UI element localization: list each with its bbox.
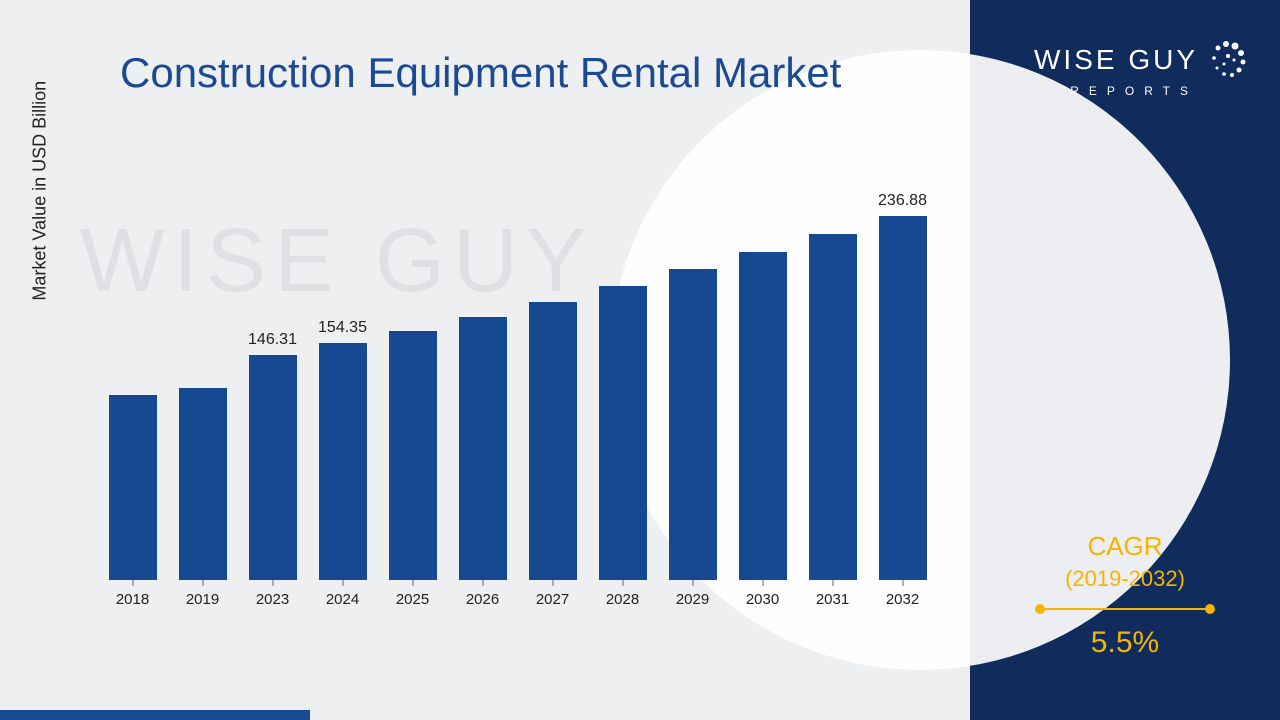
bar	[179, 388, 227, 580]
x-tick-mark	[342, 580, 343, 586]
bar	[739, 252, 787, 580]
x-tick-mark	[622, 580, 623, 586]
bar-value-label: 236.88	[878, 192, 927, 210]
x-tick-mark	[272, 580, 273, 586]
bar	[809, 234, 857, 580]
x-tick-label: 2025	[396, 591, 429, 608]
plot-area: 201820192023146.312024154.35202520262027…	[90, 180, 935, 580]
bar	[459, 317, 507, 580]
x-tick-mark	[482, 580, 483, 586]
bar	[109, 395, 157, 580]
x-tick-label: 2027	[536, 591, 569, 608]
chart-title: Construction Equipment Rental Market	[120, 48, 841, 98]
bar	[879, 216, 927, 580]
bar	[319, 343, 367, 580]
bar	[389, 331, 437, 580]
cagr-value: 5.5%	[970, 626, 1280, 660]
cagr-block: CAGR (2019-2032) 5.5%	[970, 531, 1280, 660]
x-tick-label: 2028	[606, 591, 639, 608]
cagr-title: CAGR	[970, 531, 1280, 562]
bar-value-label: 154.35	[318, 319, 367, 337]
x-tick-mark	[692, 580, 693, 586]
bar	[599, 286, 647, 580]
x-tick-label: 2026	[466, 591, 499, 608]
x-tick-label: 2032	[886, 591, 919, 608]
cagr-years: (2019-2032)	[970, 566, 1280, 592]
x-tick-label: 2029	[676, 591, 709, 608]
x-tick-mark	[412, 580, 413, 586]
cagr-divider	[1040, 608, 1210, 610]
head-dots-icon	[1206, 38, 1250, 82]
x-tick-mark	[132, 580, 133, 586]
bar-chart: Market Value in USD Billion 201820192023…	[55, 180, 935, 620]
x-tick-label: 2019	[186, 591, 219, 608]
bar	[249, 355, 297, 580]
x-tick-label: 2031	[816, 591, 849, 608]
x-tick-label: 2023	[256, 591, 289, 608]
logo-text: WISE GUY	[1034, 44, 1198, 76]
bottom-accent-bar	[0, 710, 310, 720]
x-tick-label: 2018	[116, 591, 149, 608]
x-tick-label: 2030	[746, 591, 779, 608]
x-tick-mark	[552, 580, 553, 586]
x-tick-mark	[902, 580, 903, 586]
brand-logo: WISE GUY REPORTS	[1000, 38, 1250, 98]
logo-main-row: WISE GUY	[1000, 38, 1250, 82]
x-tick-label: 2024	[326, 591, 359, 608]
x-tick-mark	[202, 580, 203, 586]
y-axis-label: Market Value in USD Billion	[30, 81, 51, 301]
bar	[669, 269, 717, 580]
bar-value-label: 146.31	[248, 331, 297, 349]
bar	[529, 302, 577, 580]
x-tick-mark	[832, 580, 833, 586]
x-tick-mark	[762, 580, 763, 586]
logo-subtext: REPORTS	[1000, 84, 1250, 98]
